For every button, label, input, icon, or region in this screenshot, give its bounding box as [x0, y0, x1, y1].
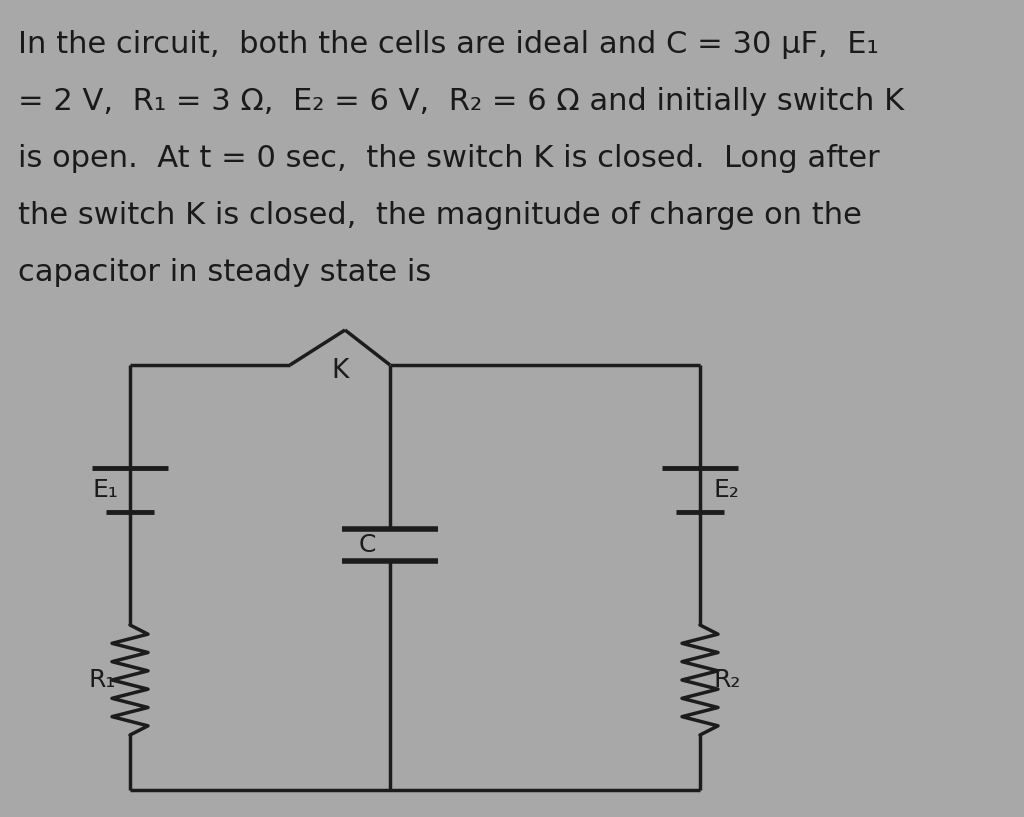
Text: In the circuit,  both the cells are ideal and C = 30 μF,  E₁: In the circuit, both the cells are ideal…	[18, 30, 879, 59]
Text: capacitor in steady state is: capacitor in steady state is	[18, 258, 431, 287]
Text: C: C	[358, 533, 376, 557]
Text: = 2 V,  R₁ = 3 Ω,  E₂ = 6 V,  R₂ = 6 Ω and initially switch K: = 2 V, R₁ = 3 Ω, E₂ = 6 V, R₂ = 6 Ω and …	[18, 87, 904, 116]
Text: K: K	[332, 358, 349, 384]
Text: the switch K is closed,  the magnitude of charge on the: the switch K is closed, the magnitude of…	[18, 201, 862, 230]
Text: is open.  At t = 0 sec,  the switch K is closed.  Long after: is open. At t = 0 sec, the switch K is c…	[18, 144, 880, 173]
Text: R₁: R₁	[89, 668, 116, 692]
Text: E₁: E₁	[92, 478, 118, 502]
Text: R₂: R₂	[714, 668, 741, 692]
Text: E₂: E₂	[714, 478, 740, 502]
